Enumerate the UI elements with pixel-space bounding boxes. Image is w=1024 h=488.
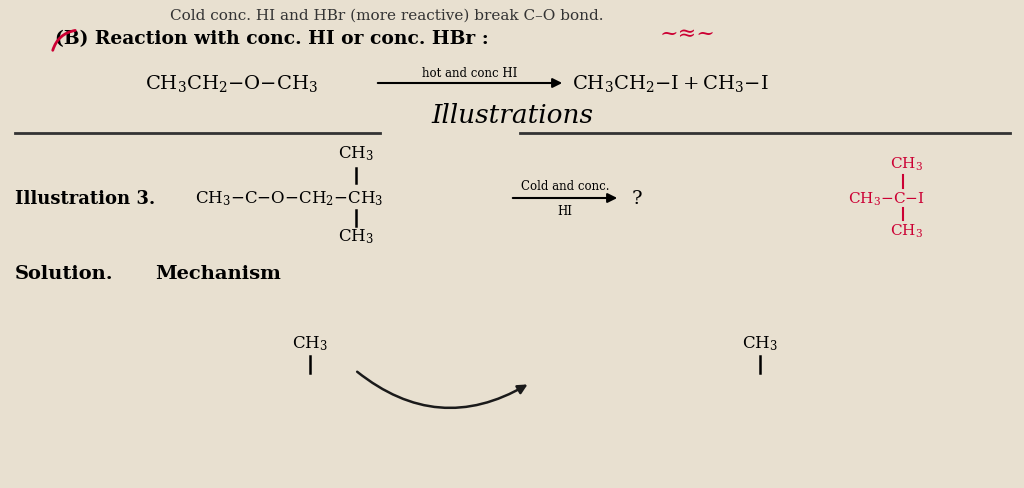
Text: (B) Reaction with conc. HI or conc. HBr :: (B) Reaction with conc. HI or conc. HBr …: [55, 30, 488, 48]
Text: $\mathregular{CH_3}$: $\mathregular{CH_3}$: [742, 334, 778, 353]
Text: $\mathregular{CH_3}$: $\mathregular{CH_3}$: [292, 334, 328, 353]
Text: hot and conc HI: hot and conc HI: [422, 67, 518, 81]
Text: ?: ?: [632, 190, 643, 207]
FancyArrowPatch shape: [357, 372, 525, 408]
Text: $\mathregular{CH_3CH_2{-}O{-}CH_3}$: $\mathregular{CH_3CH_2{-}O{-}CH_3}$: [145, 73, 318, 94]
Text: ~≈~: ~≈~: [660, 23, 716, 45]
Text: Illustration 3.: Illustration 3.: [15, 190, 156, 207]
Text: $\mathregular{CH_3}$: $\mathregular{CH_3}$: [890, 155, 923, 172]
Text: HI: HI: [557, 205, 572, 218]
Text: Illustrations: Illustrations: [431, 103, 593, 128]
Text: Solution.: Solution.: [15, 264, 114, 283]
Text: Cold and conc.: Cold and conc.: [521, 180, 609, 193]
Text: $\mathregular{CH_3}$: $\mathregular{CH_3}$: [338, 227, 374, 246]
Text: Cold conc. HI and HBr (more reactive) break C–O bond.: Cold conc. HI and HBr (more reactive) br…: [170, 9, 603, 23]
Text: Mechanism: Mechanism: [155, 264, 281, 283]
Text: $\mathregular{CH_3}$: $\mathregular{CH_3}$: [338, 144, 374, 163]
Text: $\mathregular{CH_3{-}C{-}O{-}CH_2{-}CH_3}$: $\mathregular{CH_3{-}C{-}O{-}CH_2{-}CH_3…: [195, 189, 383, 208]
Text: $\mathregular{CH_3CH_2{-}I + CH_3{-}I}$: $\mathregular{CH_3CH_2{-}I + CH_3{-}I}$: [572, 73, 769, 94]
Text: $\mathregular{CH_3{-}C{-}I}$: $\mathregular{CH_3{-}C{-}I}$: [848, 190, 925, 207]
Text: $\mathregular{CH_3}$: $\mathregular{CH_3}$: [890, 222, 923, 239]
